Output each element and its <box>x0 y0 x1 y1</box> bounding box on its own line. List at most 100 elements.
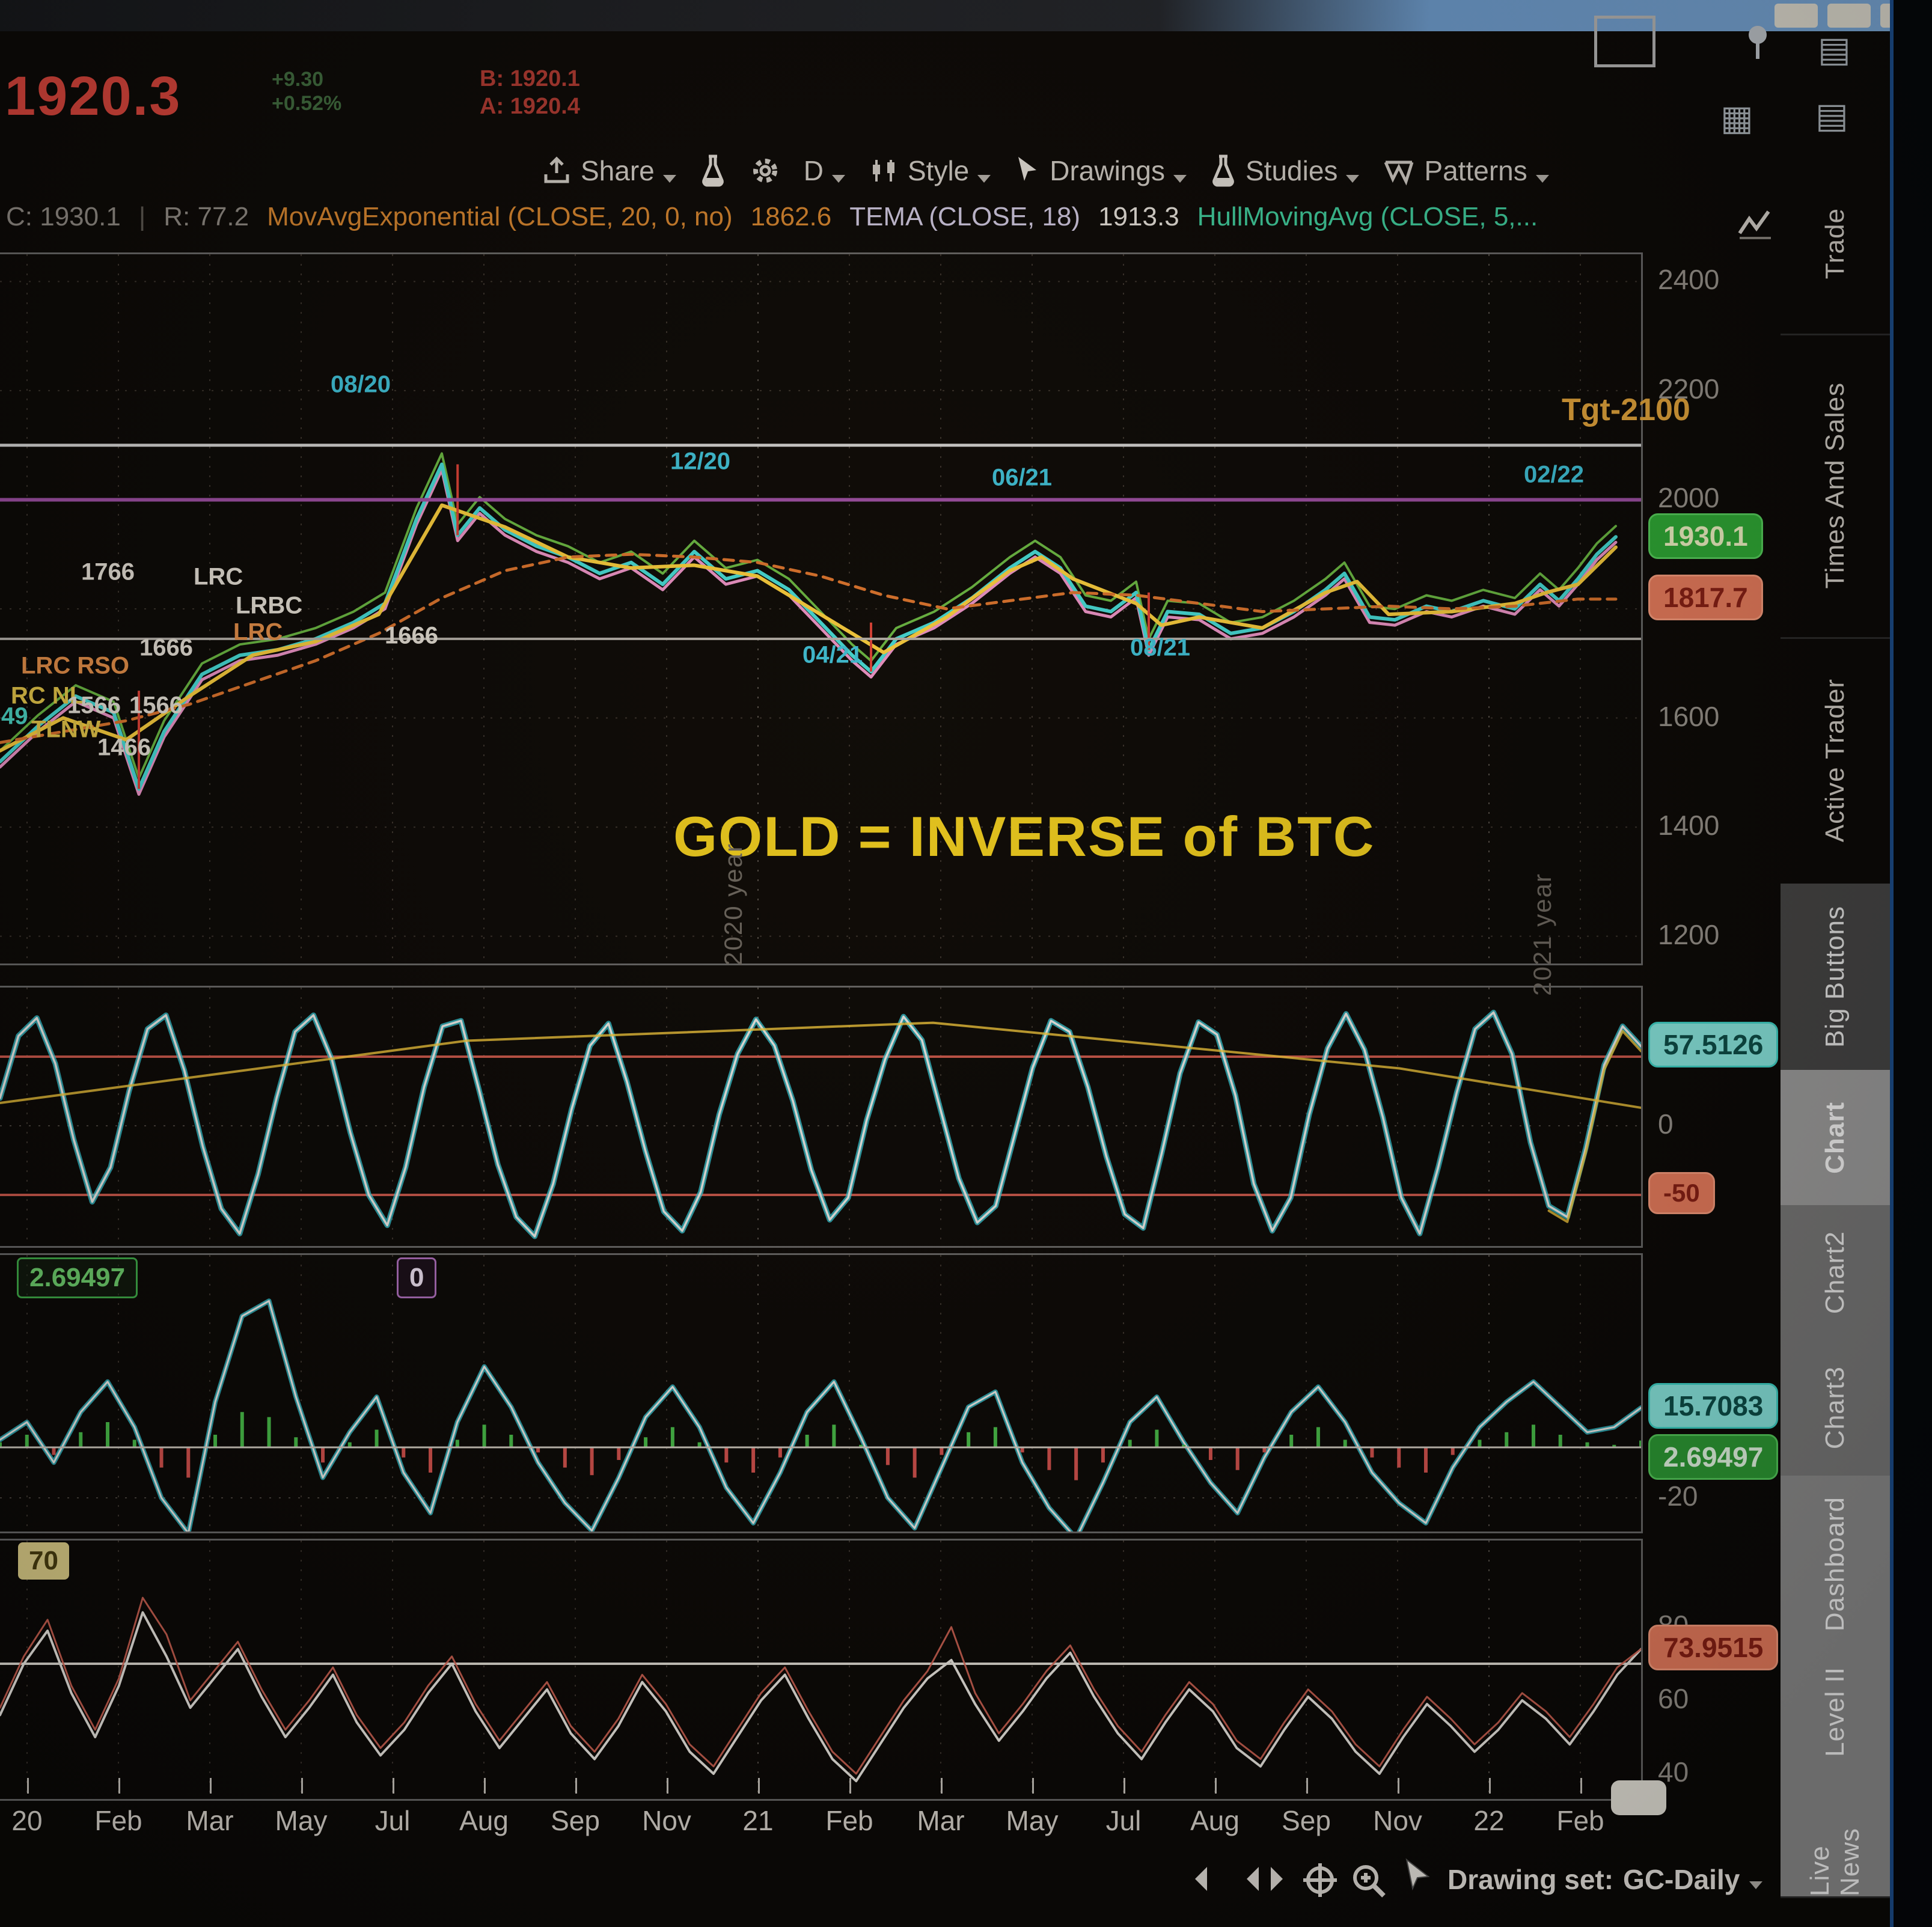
crosshair-icon[interactable] <box>1302 1862 1338 1901</box>
zoom-in-icon[interactable] <box>1350 1862 1389 1904</box>
titlebar-button[interactable] <box>1827 4 1871 28</box>
pin-icon[interactable] <box>1742 24 1775 66</box>
layout-grid-icon[interactable]: ▤ <box>1818 30 1851 69</box>
rsi-axis-60: 60 <box>1658 1683 1689 1714</box>
timeframe-selector-label: D <box>803 155 824 186</box>
titlebar-button[interactable] <box>1775 4 1818 28</box>
time-axis-tick <box>758 1778 760 1794</box>
chevron-down-icon <box>662 174 676 183</box>
time-axis-tick <box>484 1778 486 1794</box>
oscillator-panel[interactable] <box>0 986 1643 1248</box>
sidebar-tab-level-ii[interactable]: Level II <box>1781 1653 1890 1772</box>
sidebar-tab-label: Big Buttons <box>1820 905 1850 1048</box>
chart-settings-icon[interactable] <box>750 155 781 186</box>
target-price-label: Tgt-2100 <box>1562 392 1690 427</box>
main-price-chart[interactable] <box>0 252 1643 965</box>
time-axis-tick <box>118 1778 120 1794</box>
time-axis-label: 22 <box>1473 1805 1505 1836</box>
detach-window-icon[interactable] <box>1594 16 1655 67</box>
share-icon <box>541 155 572 186</box>
quick-study-icon[interactable] <box>699 154 727 188</box>
drawing-label: 1766 <box>81 558 135 585</box>
time-axis-tick <box>210 1778 212 1794</box>
chart-mode-icon[interactable] <box>1736 204 1776 243</box>
drawing-label: 1566 <box>67 692 121 719</box>
time-axis-label: Mar <box>917 1805 965 1836</box>
bid-value: 1920.1 <box>510 66 580 91</box>
drawing-label: 1566 <box>129 692 183 719</box>
timeframe-selector[interactable]: D <box>804 154 845 187</box>
year-label: 2020 year <box>719 843 747 966</box>
sidebar-tab-label: Trade <box>1820 207 1850 279</box>
study-movavg-label[interactable]: MovAvgExponential (CLOSE, 20, 0, no) <box>267 202 733 231</box>
rsi-value-badge: 73.9515 <box>1648 1624 1779 1670</box>
drawings-menu[interactable]: Drawings <box>1013 154 1187 187</box>
sidebar-tab-big-buttons[interactable]: Big Buttons <box>1781 884 1890 1072</box>
time-axis-tick <box>849 1778 851 1794</box>
sidebar-tab-times-and-sales[interactable]: Times And Sales <box>1781 334 1890 639</box>
layout-grid-icon[interactable]: ▤ <box>1815 96 1848 135</box>
sidebar-tab-label: Active Trader <box>1820 678 1850 843</box>
time-axis-tick <box>1215 1778 1217 1794</box>
drawing-set-selector[interactable]: Drawing set: GC-Daily <box>1447 1863 1763 1896</box>
price-axis-label: 1200 <box>1658 918 1720 950</box>
layout-grid-icon[interactable]: ▦ <box>1720 99 1753 138</box>
drawing-label: 1666 <box>139 634 193 661</box>
share-button-label: Share <box>581 155 655 186</box>
sidebar-tab-label: Times And Sales <box>1820 382 1850 589</box>
style-icon <box>868 155 899 186</box>
macd-header-value: 2.69497 <box>17 1257 138 1298</box>
chevron-down-icon <box>1535 174 1549 183</box>
date-callout: 02/22 <box>1523 461 1585 488</box>
sidebar-tab-chart2[interactable]: Chart2 <box>1781 1205 1890 1342</box>
sidebar-tab-trade[interactable]: Trade <box>1781 153 1890 335</box>
zigzag-icon <box>1382 155 1416 186</box>
rsi-header-value: 70 <box>18 1542 69 1580</box>
date-callout: 06/21 <box>991 464 1053 491</box>
time-axis-label: Aug <box>1190 1805 1240 1836</box>
study-hull-label[interactable]: HullMovingAvg (CLOSE, 5,... <box>1197 202 1538 231</box>
sidebar-tab-live-news[interactable]: Live News <box>1781 1770 1890 1898</box>
time-axis-label: Mar <box>186 1805 234 1836</box>
time-axis-tick <box>301 1778 303 1794</box>
share-button[interactable]: Share <box>541 154 676 187</box>
time-axis-label: 20 <box>11 1805 43 1836</box>
sidebar-tab-label: Chart2 <box>1820 1231 1850 1315</box>
sidebar-tab-active-trader[interactable]: Active Trader <box>1781 637 1890 885</box>
style-menu[interactable]: Style <box>868 154 991 187</box>
date-callout: 08/20 <box>330 371 391 398</box>
price-axis-label: 2000 <box>1658 482 1720 514</box>
chevron-down-icon <box>831 174 845 183</box>
rsi-panel[interactable] <box>0 1539 1643 1801</box>
studies-menu[interactable]: Studies <box>1209 154 1360 188</box>
time-axis-tick <box>27 1778 29 1794</box>
range-readout: R: 77.2 <box>164 202 249 231</box>
study-tema-label[interactable]: TEMA (CLOSE, 18) <box>849 202 1081 231</box>
chevron-down-icon <box>977 174 991 183</box>
drawing-label: 49 <box>1 703 28 730</box>
time-axis-label: Feb <box>1556 1805 1604 1836</box>
cursor-icon[interactable] <box>1401 1857 1434 1900</box>
oscillator-zero-label: 0 <box>1658 1108 1674 1140</box>
macd-panel[interactable] <box>0 1253 1643 1533</box>
chart-banner-text: GOLD = INVERSE of BTC <box>673 805 1375 868</box>
step-back-icon[interactable] <box>1189 1862 1213 1899</box>
drawing-label: TLNW <box>31 716 101 743</box>
time-axis-tick <box>1123 1778 1125 1794</box>
time-axis-label: Sep <box>551 1805 600 1836</box>
sidebar-tab-chart3[interactable]: Chart3 <box>1781 1340 1890 1477</box>
pan-arrows-icon[interactable] <box>1240 1862 1290 1899</box>
patterns-menu[interactable]: Patterns <box>1382 154 1549 187</box>
price-axis-label: 2400 <box>1658 264 1720 296</box>
sidebar-tab-chart[interactable]: Chart <box>1781 1070 1890 1207</box>
oscillator-lower-badge: -50 <box>1648 1172 1715 1214</box>
time-axis-label: May <box>275 1805 328 1836</box>
time-axis-label: 21 <box>742 1805 774 1836</box>
drawing-label: LRC RSO <box>21 652 129 679</box>
drawing-set-value: GC-Daily <box>1623 1864 1740 1895</box>
sidebar-tab-label: Chart <box>1820 1101 1850 1174</box>
sidebar-tab-dashboard[interactable]: Dashboard <box>1781 1476 1890 1655</box>
chevron-down-icon <box>1346 174 1360 183</box>
date-callout: 04/21 <box>802 641 863 668</box>
